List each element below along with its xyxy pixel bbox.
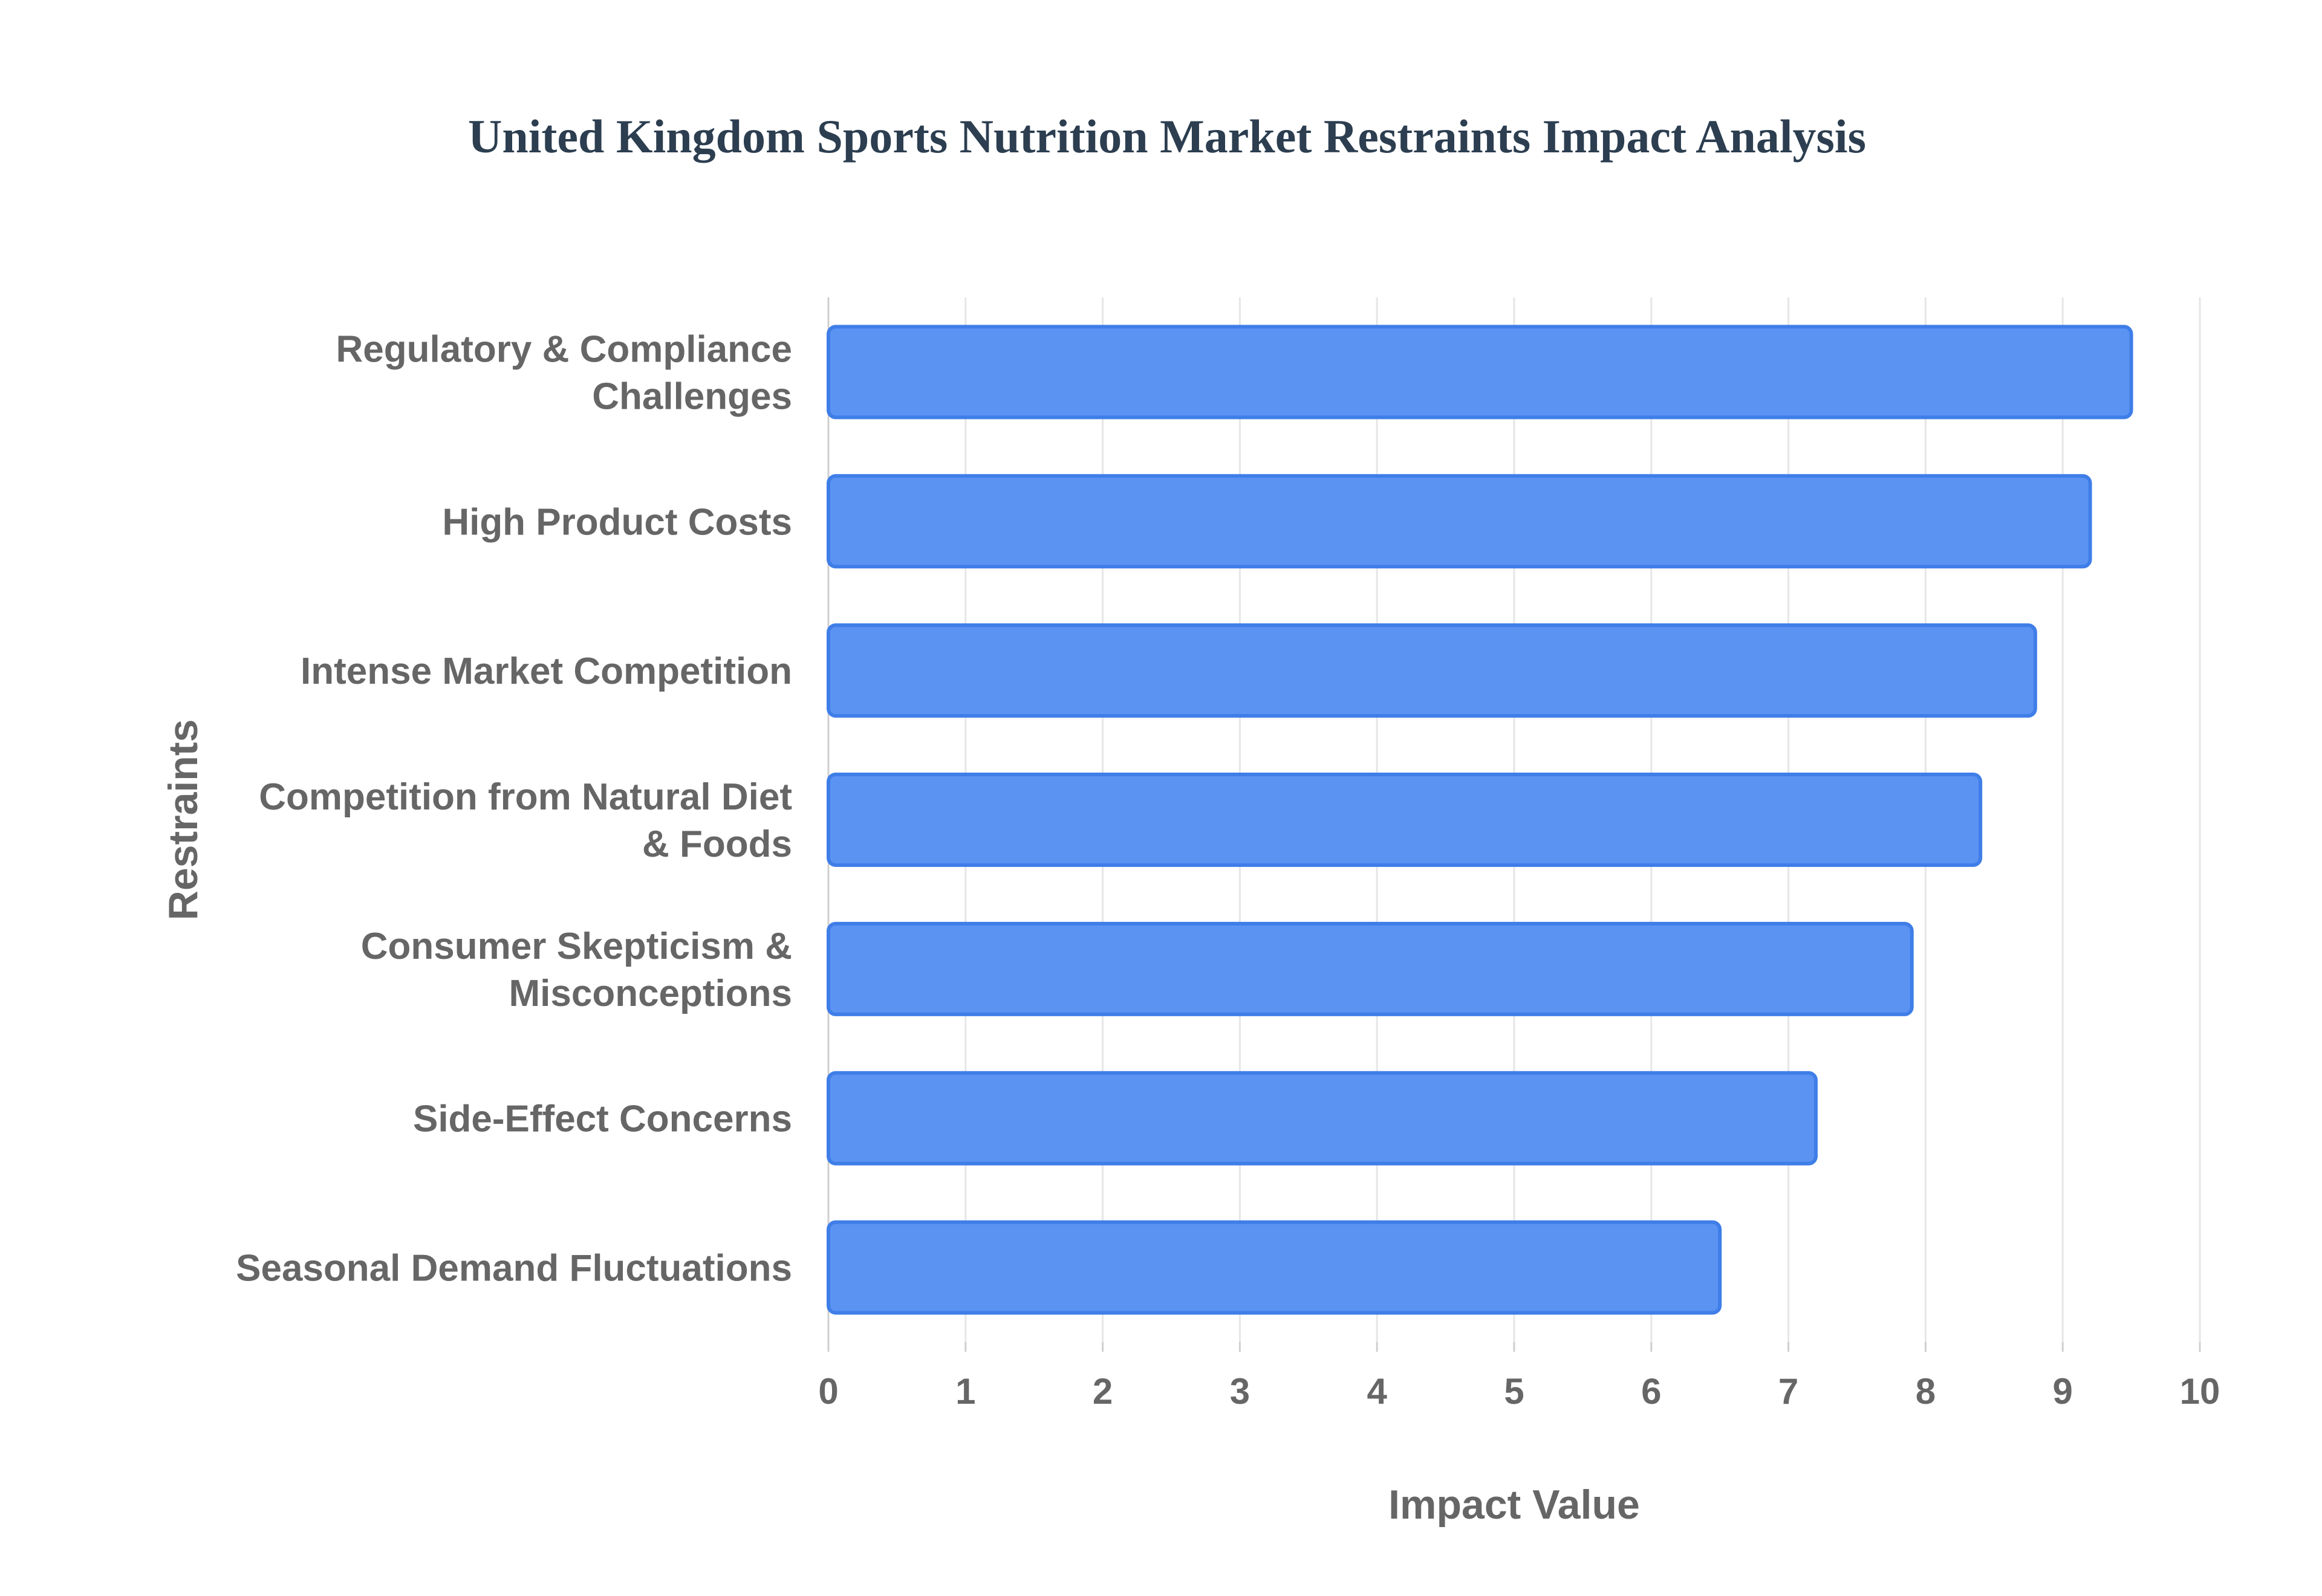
y-tick-label: High Product Costs <box>442 501 792 543</box>
bar <box>827 1220 1722 1315</box>
x-tick-label: 1 <box>955 1371 975 1412</box>
bar <box>827 325 2133 420</box>
bars <box>827 325 2133 1315</box>
x-tick-label: 7 <box>1778 1371 1798 1412</box>
x-axis-title: Impact Value <box>1388 1482 1640 1528</box>
bar <box>827 921 1914 1016</box>
x-tick-label: 4 <box>1367 1371 1388 1412</box>
x-tick-label: 3 <box>1230 1371 1250 1412</box>
y-tick-label: Intense Market Competition <box>301 650 792 692</box>
bar <box>827 1071 1818 1166</box>
x-tick-label: 0 <box>818 1371 838 1412</box>
bar <box>827 773 1983 867</box>
x-tick-label: 10 <box>2180 1371 2220 1412</box>
y-tick-labels: Regulatory & Compliance Challenges High Pr… <box>236 328 792 1289</box>
y-tick-label: Competition from Natural Diet & Foods <box>259 776 792 865</box>
bar <box>827 474 2092 569</box>
x-tick-label: 6 <box>1641 1371 1661 1412</box>
y-tick-label: Seasonal Demand Fluctuations <box>236 1248 792 1289</box>
bar <box>827 623 2037 718</box>
x-tick-label: 2 <box>1093 1371 1113 1412</box>
y-axis-title: Restraints <box>160 719 206 921</box>
x-tick-labels: 0 1 2 3 4 5 6 7 8 9 10 <box>818 1371 2220 1412</box>
y-tick-label: Regulatory & Compliance Challenges <box>336 328 792 417</box>
x-tick-label: 8 <box>1916 1371 1936 1412</box>
chart-title: United Kingdom Sports Nutrition Market R… <box>468 110 1866 163</box>
x-tick-label: 5 <box>1504 1371 1524 1412</box>
y-tick-label: Consumer Skepticism & Misconceptions <box>361 926 792 1014</box>
y-tick-label: Side-Effect Concerns <box>413 1098 792 1140</box>
x-tick-label: 9 <box>2053 1371 2073 1412</box>
